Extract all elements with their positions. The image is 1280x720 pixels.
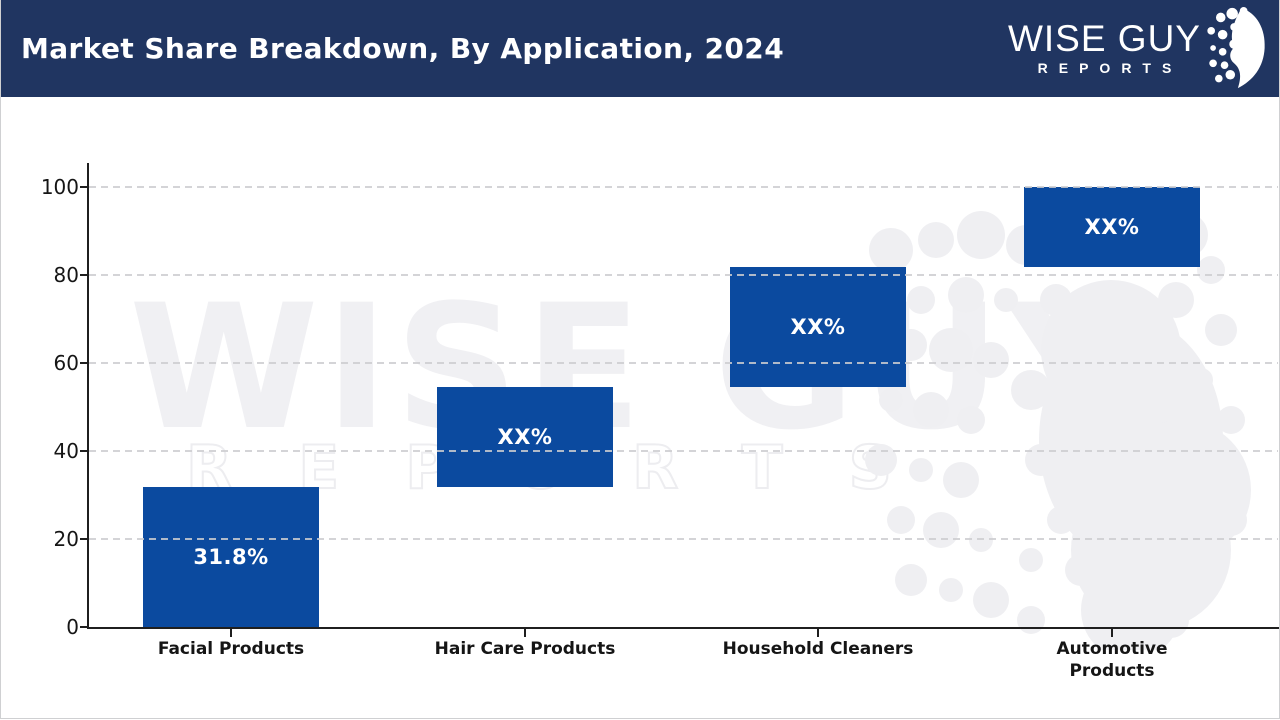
wiseguy-logo: WISE GUY REPORTS xyxy=(1008,6,1267,90)
y-tick-label-60: 60 xyxy=(53,351,79,375)
bar-hair-care-products xyxy=(437,387,613,488)
category-label: Automotive Products xyxy=(1056,639,1168,681)
y-tick-mark-60 xyxy=(80,362,88,364)
bar-value-label: XX% xyxy=(497,425,553,450)
bar-automotive-products xyxy=(1024,187,1200,268)
bar-value-label: XX% xyxy=(790,315,846,340)
x-tick-mark xyxy=(817,629,819,637)
bar-facial-products xyxy=(143,487,319,627)
bar-value-label: XX% xyxy=(1084,215,1140,240)
plot-area: 31.8% XX% XX% XX% 0 20 40 60 80 100 Facial Produc… xyxy=(1,97,1279,718)
y-tick-label-80: 80 xyxy=(53,263,79,287)
category-label: Household Cleaners xyxy=(722,639,914,659)
gridline-40 xyxy=(89,450,1278,452)
y-tick-label-20: 20 xyxy=(53,527,79,551)
logo-wordmark: WISE GUY REPORTS xyxy=(1008,19,1201,77)
logo-wordmark-line2: REPORTS xyxy=(1037,60,1183,76)
gridline-20 xyxy=(89,538,1278,540)
x-tick-mark xyxy=(524,629,526,637)
logo-head-icon xyxy=(1207,6,1265,89)
y-tick-label-100: 100 xyxy=(40,175,79,199)
gridline-100 xyxy=(89,186,1278,188)
category-label: Facial Products xyxy=(157,639,305,659)
x-tick-mark xyxy=(230,629,232,637)
bar-household-cleaners xyxy=(730,267,906,388)
y-tick-mark-80 xyxy=(80,274,88,276)
y-tick-mark-40 xyxy=(80,450,88,452)
logo-wordmark-line1: WISE GUY xyxy=(1007,18,1201,59)
y-tick-label-0: 0 xyxy=(66,615,79,639)
gridline-80 xyxy=(89,274,1278,276)
x-axis-line xyxy=(87,627,1279,629)
chart-title: Market Share Breakdown, By Application, … xyxy=(21,32,785,65)
category-label: Hair Care Products xyxy=(434,639,616,659)
bar-value-label: 31.8% xyxy=(193,545,269,570)
y-tick-mark-100 xyxy=(80,186,88,188)
y-axis-line xyxy=(87,163,89,629)
y-tick-mark-20 xyxy=(80,538,88,540)
y-tick-mark-0 xyxy=(80,626,88,628)
header-bar: Market Share Breakdown, By Application, … xyxy=(1,0,1279,97)
gridline-60 xyxy=(89,362,1278,364)
x-tick-mark xyxy=(1111,629,1113,637)
y-tick-label-40: 40 xyxy=(53,439,79,463)
